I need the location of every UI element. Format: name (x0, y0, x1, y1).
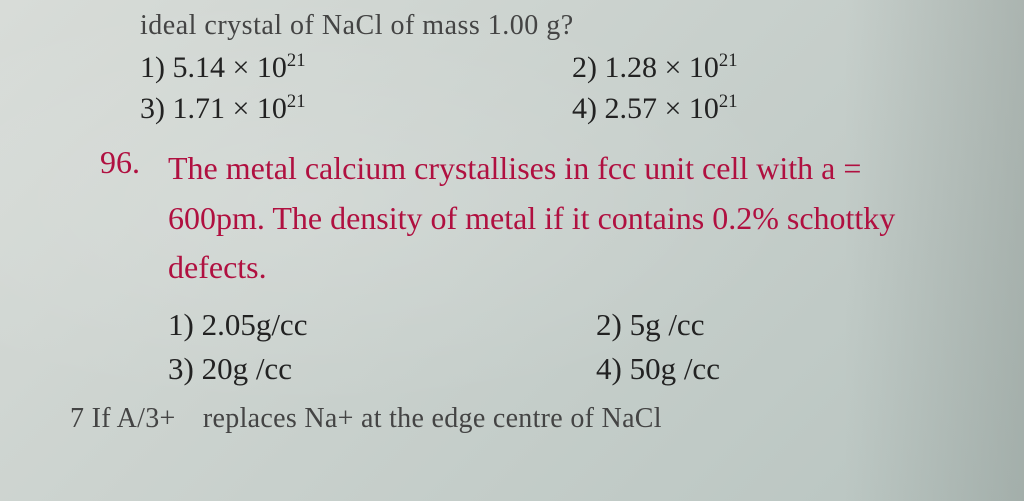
q96-options: 1) 2.05g/cc 2) 5g /cc 3) 20g /cc 4) 50g … (168, 307, 964, 387)
q95-option-1: 1) 5.14 × 1021 (140, 50, 532, 85)
partial-bottom-text: 7 If A/3+ replaces Na+ at the edge centr… (70, 403, 964, 435)
q95-options-row2: 3) 1.71 × 1021 4) 2.57 × 1021 (140, 91, 964, 126)
q96-option-4: 4) 50g /cc (536, 351, 964, 387)
q96-option-3: 3) 20g /cc (168, 351, 536, 387)
question-96: 96. The metal calcium crystallises in fc… (100, 144, 964, 293)
q96-options-row2: 3) 20g /cc 4) 50g /cc (168, 351, 964, 387)
q95-option-3: 3) 1.71 × 1021 (140, 91, 532, 126)
q95-option-4: 4) 2.57 × 1021 (532, 91, 964, 126)
partial-question-text: ideal crystal of NaCl of mass 1.00 g? (140, 10, 964, 42)
question-text: The metal calcium crystallises in fcc un… (168, 144, 964, 293)
q96-option-2: 2) 5g /cc (536, 307, 964, 343)
question-number: 96. (100, 144, 160, 293)
q95-option-2: 2) 1.28 × 1021 (532, 50, 964, 85)
q95-options-row1: 1) 5.14 × 1021 2) 1.28 × 1021 (140, 50, 964, 85)
q96-options-row1: 1) 2.05g/cc 2) 5g /cc (168, 307, 964, 343)
q96-option-1: 1) 2.05g/cc (168, 307, 536, 343)
